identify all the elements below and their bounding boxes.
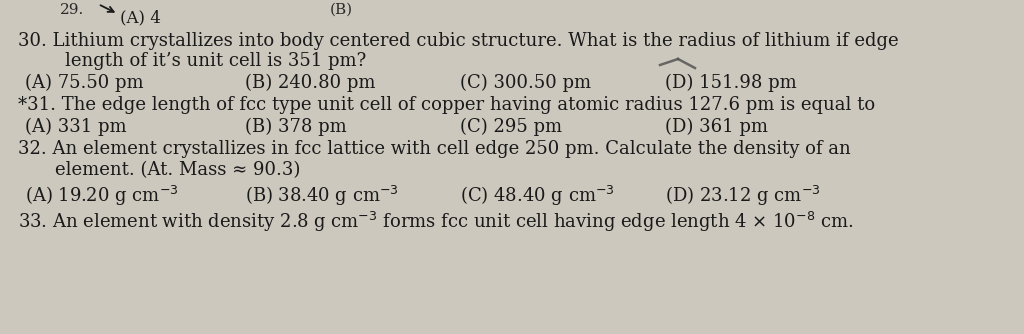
Text: (B) 240.80 pm: (B) 240.80 pm <box>245 74 376 92</box>
Text: (D) 23.12 g cm$^{-3}$: (D) 23.12 g cm$^{-3}$ <box>665 184 820 208</box>
Text: 30. Lithium crystallizes into body centered cubic structure. What is the radius : 30. Lithium crystallizes into body cente… <box>18 32 899 50</box>
Text: 32. An element crystallizes in fcc lattice with cell edge 250 pm. Calculate the : 32. An element crystallizes in fcc latti… <box>18 140 851 158</box>
Text: (C) 295 pm: (C) 295 pm <box>460 118 562 136</box>
Text: (B): (B) <box>330 3 353 17</box>
Text: *31. The edge length of fcc type unit cell of copper having atomic radius 127.6 : *31. The edge length of fcc type unit ce… <box>18 96 876 114</box>
Text: (D) 151.98 pm: (D) 151.98 pm <box>665 74 797 92</box>
Text: 29.: 29. <box>60 3 84 17</box>
Text: (B) 378 pm: (B) 378 pm <box>245 118 347 136</box>
Text: 33. An element with density 2.8 g cm$^{-3}$ forms fcc unit cell having edge leng: 33. An element with density 2.8 g cm$^{-… <box>18 210 854 234</box>
Text: (C) 300.50 pm: (C) 300.50 pm <box>460 74 591 92</box>
Text: element. (At. Mass ≈ 90.3): element. (At. Mass ≈ 90.3) <box>55 161 300 179</box>
Text: (A) 331 pm: (A) 331 pm <box>25 118 127 136</box>
Text: (C) 48.40 g cm$^{-3}$: (C) 48.40 g cm$^{-3}$ <box>460 184 614 208</box>
Text: (B) 38.40 g cm$^{-3}$: (B) 38.40 g cm$^{-3}$ <box>245 184 399 208</box>
Text: (D) 361 pm: (D) 361 pm <box>665 118 768 136</box>
Text: (A) 19.20 g cm$^{-3}$: (A) 19.20 g cm$^{-3}$ <box>25 184 178 208</box>
Text: (A) 4: (A) 4 <box>120 9 161 26</box>
Text: (A) 75.50 pm: (A) 75.50 pm <box>25 74 143 92</box>
Text: length of it’s unit cell is 351 pm?: length of it’s unit cell is 351 pm? <box>65 52 367 70</box>
